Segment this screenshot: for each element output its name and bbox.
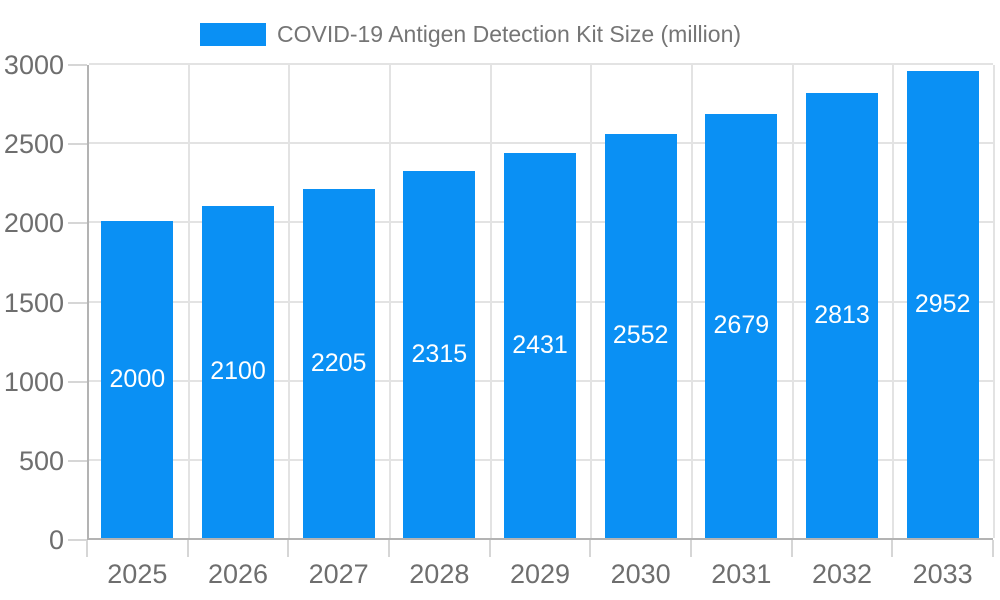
x-axis-label-2032: 2032 xyxy=(811,559,873,589)
y-axis-tick xyxy=(68,222,87,225)
v-gridline xyxy=(791,65,794,538)
legend-item[interactable]: COVID-19 Antigen Detection Kit Size (mil… xyxy=(200,21,741,48)
v-gridline xyxy=(187,65,190,538)
x-axis-tick xyxy=(388,540,390,557)
y-axis-label: 2000 xyxy=(3,208,64,239)
bar-2025[interactable]: 2000 xyxy=(101,221,174,538)
y-axis-tick xyxy=(68,459,87,462)
bar-2029[interactable]: 2431 xyxy=(504,153,576,538)
h-gridline xyxy=(89,63,993,65)
bar-2031[interactable]: 2679 xyxy=(705,113,778,538)
plot-area: 2000 2100 2205 2315 2431 2552 2679 2813 2952 xyxy=(87,63,995,540)
x-axis-tick xyxy=(287,540,290,557)
h-gridline xyxy=(89,142,993,145)
bar-value-label: 2315 xyxy=(411,340,468,369)
y-axis-label: 1000 xyxy=(3,366,64,397)
y-axis-tick xyxy=(68,143,87,146)
x-axis-tick xyxy=(488,540,491,557)
v-gridline xyxy=(389,65,391,538)
y-axis-label: 500 xyxy=(18,445,64,476)
bar-value-label: 2100 xyxy=(210,357,266,386)
v-gridline xyxy=(288,65,291,538)
v-gridline xyxy=(892,65,895,538)
bar-value-label: 2205 xyxy=(310,348,367,377)
x-axis-tick xyxy=(186,540,189,557)
y-axis-label: 2500 xyxy=(3,129,64,160)
y-axis-label: 3000 xyxy=(3,50,64,80)
x-axis-tick xyxy=(86,540,88,557)
v-gridline xyxy=(590,65,593,538)
x-axis-tick xyxy=(790,540,793,557)
y-axis-tick xyxy=(68,380,87,383)
x-axis-label-2025: 2025 xyxy=(107,559,168,589)
v-gridline xyxy=(993,65,995,538)
x-axis-tick xyxy=(992,540,994,557)
x-axis-label-2030: 2030 xyxy=(610,559,671,589)
bar-2032[interactable]: 2813 xyxy=(806,92,878,538)
y-axis-label: 0 xyxy=(48,525,64,555)
y-axis-tick xyxy=(68,301,87,304)
x-axis-tick xyxy=(589,540,592,557)
x-axis-label-2027: 2027 xyxy=(308,559,369,589)
x-axis-label-2033: 2033 xyxy=(912,559,973,589)
bar-value-label: 2813 xyxy=(814,300,870,329)
legend-label: COVID-19 Antigen Detection Kit Size (mil… xyxy=(277,21,742,47)
x-axis-label-2028: 2028 xyxy=(409,559,470,589)
bar-value-label: 2431 xyxy=(512,331,568,360)
bar-value-label: 2552 xyxy=(612,321,669,350)
bar-2026[interactable]: 2100 xyxy=(202,205,274,538)
y-axis-tick xyxy=(68,539,87,541)
x-axis-tick xyxy=(891,540,894,557)
bar-2030[interactable]: 2552 xyxy=(604,133,677,538)
bar-value-label: 2679 xyxy=(713,311,770,340)
bar-2033[interactable]: 2952 xyxy=(906,70,979,538)
bar-value-label: 2952 xyxy=(914,289,971,318)
bar-value-label: 2000 xyxy=(109,365,166,394)
x-axis-label-2029: 2029 xyxy=(509,559,571,589)
bar-2028[interactable]: 2315 xyxy=(403,171,476,538)
x-axis-label-2031: 2031 xyxy=(711,559,772,589)
v-gridline xyxy=(489,65,492,538)
v-gridline xyxy=(691,65,693,538)
x-axis-tick xyxy=(690,540,692,557)
y-axis-tick xyxy=(68,64,87,66)
x-axis-label-2026: 2026 xyxy=(207,559,269,589)
y-axis-label: 1500 xyxy=(3,287,64,318)
bar-2027[interactable]: 2205 xyxy=(302,188,375,538)
legend-swatch xyxy=(200,23,266,46)
